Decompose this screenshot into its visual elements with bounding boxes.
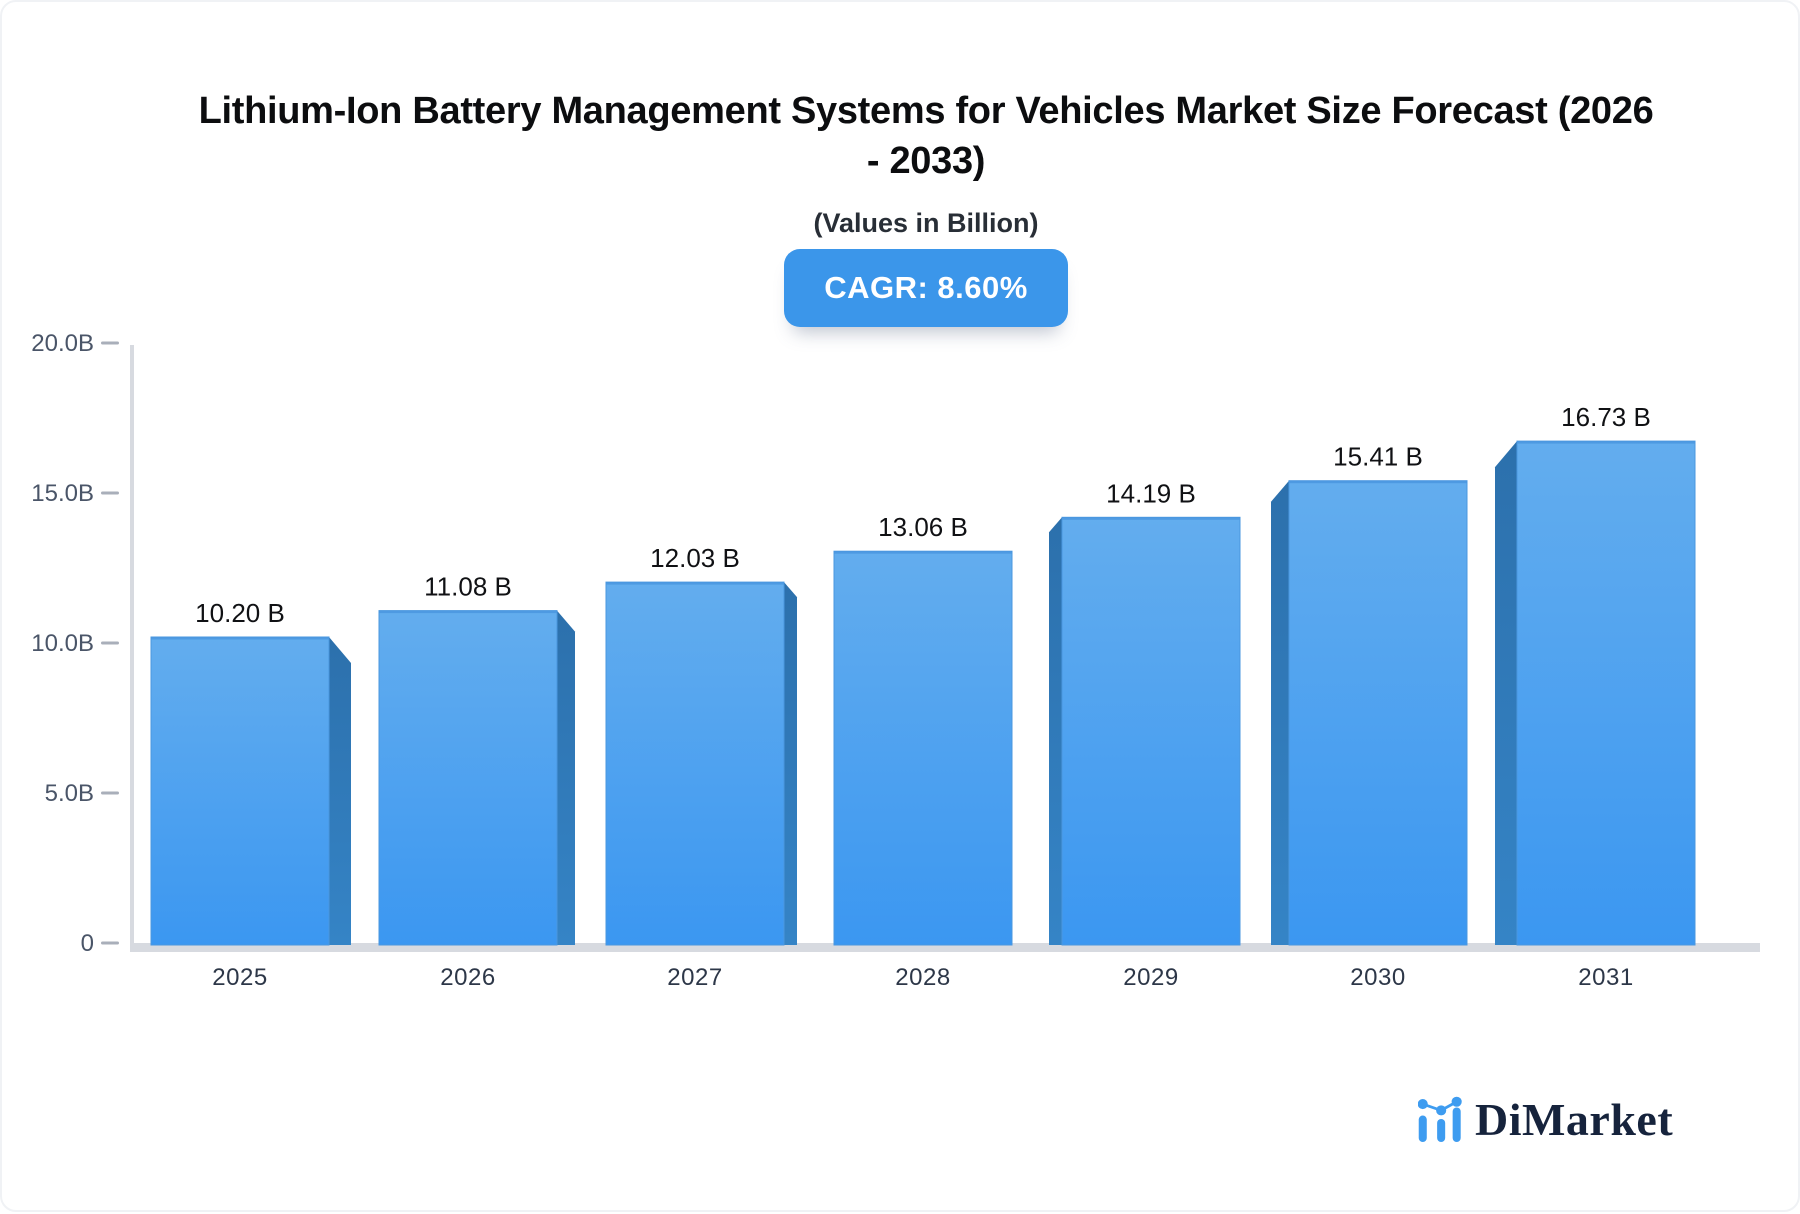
bar-side bbox=[1495, 441, 1517, 945]
dimarket-logo-text: DiMarket bbox=[1475, 1094, 1674, 1145]
x-axis-line bbox=[130, 943, 1760, 952]
y-axis-line bbox=[130, 345, 134, 949]
y-tick bbox=[101, 641, 119, 645]
y-tick-label: 15.0B bbox=[31, 480, 94, 507]
dimarket-logo: DiMarket bbox=[1418, 1094, 1674, 1145]
y-tick bbox=[101, 491, 119, 495]
bar-top-edge bbox=[834, 551, 1012, 554]
bar-side bbox=[557, 610, 575, 945]
cagr-badge: CAGR: 8.60% bbox=[784, 249, 1068, 327]
bar-value-label: 11.08 B bbox=[424, 572, 512, 602]
x-category-label: 2031 bbox=[1578, 964, 1633, 991]
y-tick-label: 10.0B bbox=[31, 630, 94, 657]
chart-title-line1: Lithium-Ion Battery Management Systems f… bbox=[198, 90, 1654, 132]
bar-top-edge bbox=[1289, 480, 1467, 484]
logo-bar bbox=[1437, 1119, 1446, 1142]
bar-side bbox=[1049, 517, 1062, 945]
bar-front bbox=[833, 550, 1013, 946]
x-category-label: 2029 bbox=[1123, 964, 1178, 991]
logo-dot bbox=[1436, 1105, 1447, 1116]
y-tick bbox=[101, 791, 119, 795]
bar-value-label: 13.06 B bbox=[878, 512, 968, 542]
bar-value-label: 16.73 B bbox=[1561, 402, 1651, 432]
bar-top-edge bbox=[606, 582, 784, 585]
bar-value-label: 15.41 B bbox=[1333, 442, 1423, 472]
x-category-label: 2028 bbox=[895, 964, 950, 991]
bar-front bbox=[378, 610, 558, 946]
bar-top-edge bbox=[151, 637, 329, 640]
bar-top-edge bbox=[379, 610, 557, 614]
bar-front bbox=[1288, 480, 1468, 946]
bar-side bbox=[1271, 480, 1289, 945]
y-tick-label: 5.0B bbox=[45, 780, 94, 807]
bar-front bbox=[1516, 440, 1696, 946]
bar-value-label: 10.20 B bbox=[195, 598, 285, 628]
bar-top-edge bbox=[1062, 517, 1240, 520]
y-tick-label: 0 bbox=[81, 930, 94, 957]
bar-front bbox=[1061, 516, 1241, 946]
y-tick bbox=[101, 341, 119, 345]
bar-side bbox=[784, 582, 797, 945]
logo-bar bbox=[1452, 1107, 1461, 1142]
x-category-label: 2025 bbox=[212, 964, 267, 991]
bar-front bbox=[605, 581, 785, 946]
x-category-label: 2026 bbox=[440, 964, 495, 991]
x-category-label: 2027 bbox=[667, 964, 722, 991]
logo-dot bbox=[1418, 1098, 1428, 1110]
y-tick-label: 20.0B bbox=[31, 330, 94, 357]
bar-side bbox=[329, 637, 351, 945]
chart-header: Lithium-Ion Battery Management Systems f… bbox=[106, 86, 1746, 327]
bar-value-label: 14.19 B bbox=[1106, 478, 1196, 508]
bar-front bbox=[150, 636, 330, 946]
x-category-label: 2030 bbox=[1350, 964, 1405, 991]
chart-subtitle: (Values in Billion) bbox=[813, 208, 1039, 238]
y-tick bbox=[101, 941, 119, 945]
dimarket-logo-icon bbox=[1418, 1096, 1462, 1142]
logo-bar bbox=[1418, 1115, 1427, 1142]
logo-dot bbox=[1451, 1096, 1462, 1107]
bar-value-label: 12.03 B bbox=[650, 543, 740, 573]
bar-top-edge bbox=[1517, 441, 1695, 444]
chart-title-line2: - 2033) bbox=[866, 140, 986, 182]
